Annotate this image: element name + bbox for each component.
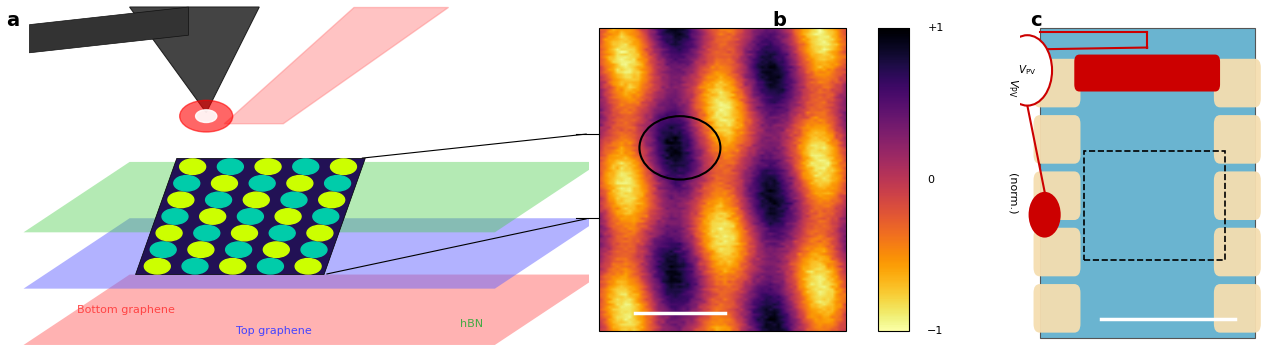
Text: Top graphene: Top graphene — [236, 326, 312, 336]
Circle shape — [212, 176, 237, 191]
Circle shape — [195, 110, 217, 122]
Circle shape — [257, 258, 284, 274]
Circle shape — [255, 159, 281, 175]
Circle shape — [151, 242, 176, 257]
Circle shape — [200, 209, 226, 224]
Circle shape — [182, 258, 208, 274]
Circle shape — [270, 225, 295, 241]
FancyBboxPatch shape — [1214, 171, 1261, 220]
Polygon shape — [24, 218, 601, 289]
Circle shape — [219, 258, 246, 274]
Text: +1: +1 — [927, 23, 944, 33]
Circle shape — [180, 100, 233, 132]
Circle shape — [302, 242, 327, 257]
FancyBboxPatch shape — [1034, 115, 1081, 164]
Text: $V_\mathrm{PV}$: $V_\mathrm{PV}$ — [1019, 63, 1036, 77]
FancyBboxPatch shape — [1034, 284, 1081, 333]
Circle shape — [194, 225, 219, 241]
Polygon shape — [24, 275, 601, 345]
Circle shape — [226, 242, 252, 257]
Bar — [1040, 28, 1254, 338]
Circle shape — [188, 242, 214, 257]
Text: $V_\mathrm{PV}$: $V_\mathrm{PV}$ — [1006, 78, 1020, 98]
Bar — [878, 28, 910, 331]
Circle shape — [324, 176, 351, 191]
Text: b: b — [772, 11, 786, 30]
FancyBboxPatch shape — [1214, 59, 1261, 107]
Circle shape — [264, 242, 289, 257]
Circle shape — [169, 192, 194, 208]
Bar — [599, 28, 846, 331]
Polygon shape — [136, 158, 365, 275]
Circle shape — [250, 176, 275, 191]
Circle shape — [205, 192, 232, 208]
Circle shape — [1029, 192, 1060, 238]
Circle shape — [275, 209, 302, 224]
Circle shape — [331, 159, 356, 175]
Text: c: c — [1030, 11, 1041, 30]
FancyBboxPatch shape — [1034, 59, 1081, 107]
FancyBboxPatch shape — [1074, 55, 1220, 92]
Text: −1: −1 — [927, 326, 944, 336]
Text: 0: 0 — [927, 175, 934, 184]
Text: (norm.): (norm.) — [1007, 173, 1017, 214]
FancyBboxPatch shape — [1214, 228, 1261, 276]
Circle shape — [295, 258, 321, 274]
Circle shape — [307, 225, 333, 241]
Circle shape — [162, 209, 188, 224]
Circle shape — [144, 258, 170, 274]
Circle shape — [1002, 35, 1052, 106]
Bar — [1085, 151, 1225, 260]
Circle shape — [281, 192, 307, 208]
Text: a: a — [6, 11, 19, 30]
Circle shape — [293, 159, 319, 175]
FancyBboxPatch shape — [1034, 171, 1081, 220]
Circle shape — [313, 209, 338, 224]
Circle shape — [286, 176, 313, 191]
Circle shape — [218, 159, 243, 175]
Circle shape — [319, 192, 345, 208]
Text: Bottom graphene: Bottom graphene — [76, 305, 175, 315]
Circle shape — [232, 225, 257, 241]
Circle shape — [180, 159, 205, 175]
Polygon shape — [29, 7, 189, 53]
Polygon shape — [24, 162, 601, 232]
Circle shape — [237, 209, 264, 224]
Circle shape — [174, 176, 200, 191]
Text: hBN: hBN — [460, 319, 483, 329]
FancyBboxPatch shape — [1214, 115, 1261, 164]
Circle shape — [156, 225, 182, 241]
FancyBboxPatch shape — [1034, 228, 1081, 276]
Circle shape — [243, 192, 270, 208]
FancyBboxPatch shape — [1214, 284, 1261, 333]
Polygon shape — [129, 7, 260, 113]
